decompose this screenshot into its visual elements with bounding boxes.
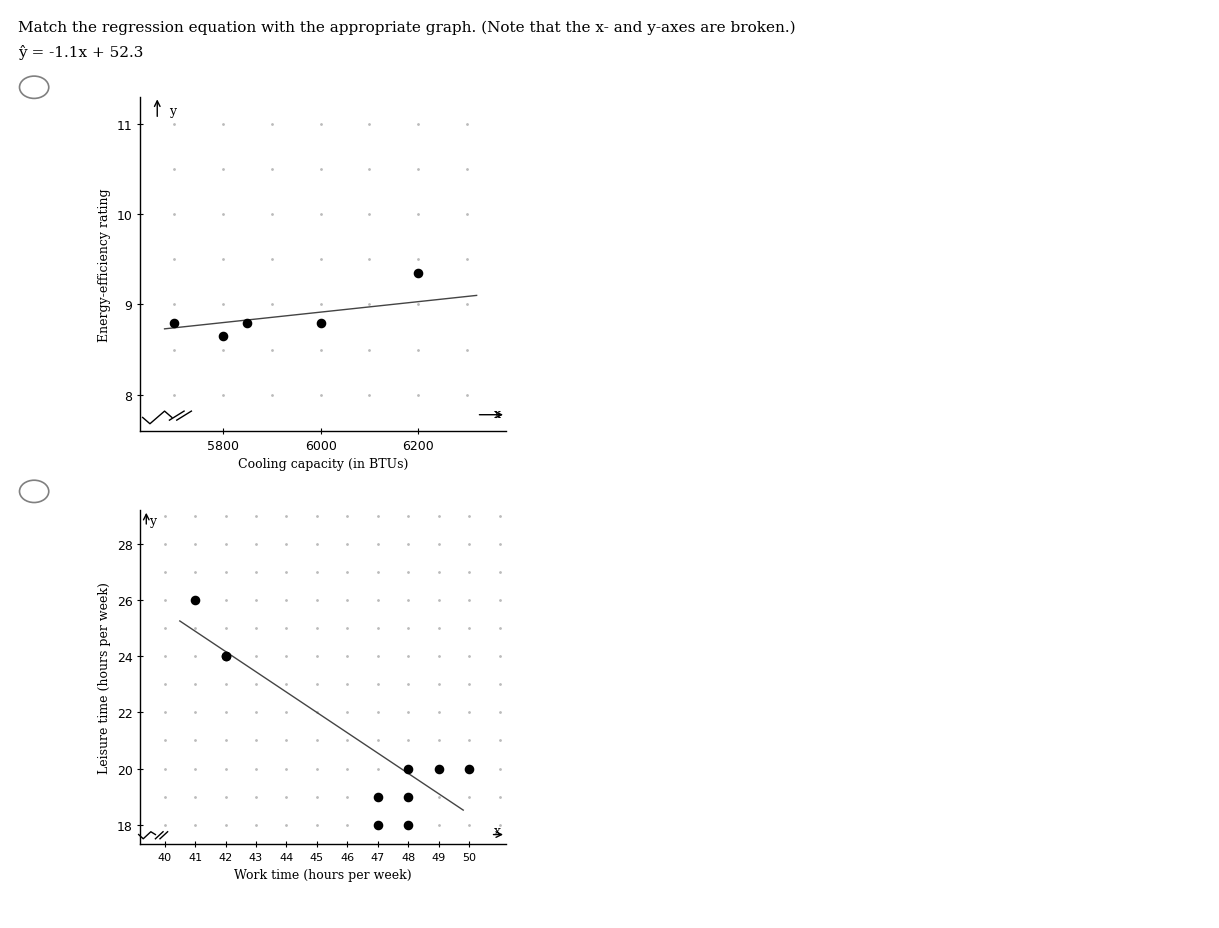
- Text: ŷ = -1.1x + 52.3: ŷ = -1.1x + 52.3: [18, 45, 144, 59]
- Point: [399, 818, 418, 832]
- Point: [216, 649, 235, 664]
- Text: y: y: [169, 105, 177, 118]
- Point: [213, 329, 233, 344]
- Point: [368, 818, 388, 832]
- Text: x: x: [494, 407, 501, 420]
- X-axis label: Cooling capacity (in BTUs): Cooling capacity (in BTUs): [238, 458, 408, 470]
- Point: [399, 790, 418, 805]
- Point: [311, 316, 330, 330]
- Y-axis label: Leisure time (hours per week): Leisure time (hours per week): [98, 582, 111, 773]
- Point: [460, 761, 479, 776]
- Point: [399, 761, 418, 776]
- Point: [185, 593, 205, 608]
- Point: [216, 649, 235, 664]
- Point: [165, 316, 184, 330]
- Y-axis label: Energy-efficiency rating: Energy-efficiency rating: [98, 187, 111, 342]
- Point: [238, 316, 257, 330]
- Point: [368, 790, 388, 805]
- Text: Match the regression equation with the appropriate graph. (Note that the x- and : Match the regression equation with the a…: [18, 20, 796, 34]
- Point: [408, 266, 428, 281]
- Text: x: x: [495, 824, 501, 837]
- Text: y: y: [149, 515, 156, 528]
- Point: [429, 761, 449, 776]
- X-axis label: Work time (hours per week): Work time (hours per week): [234, 868, 412, 881]
